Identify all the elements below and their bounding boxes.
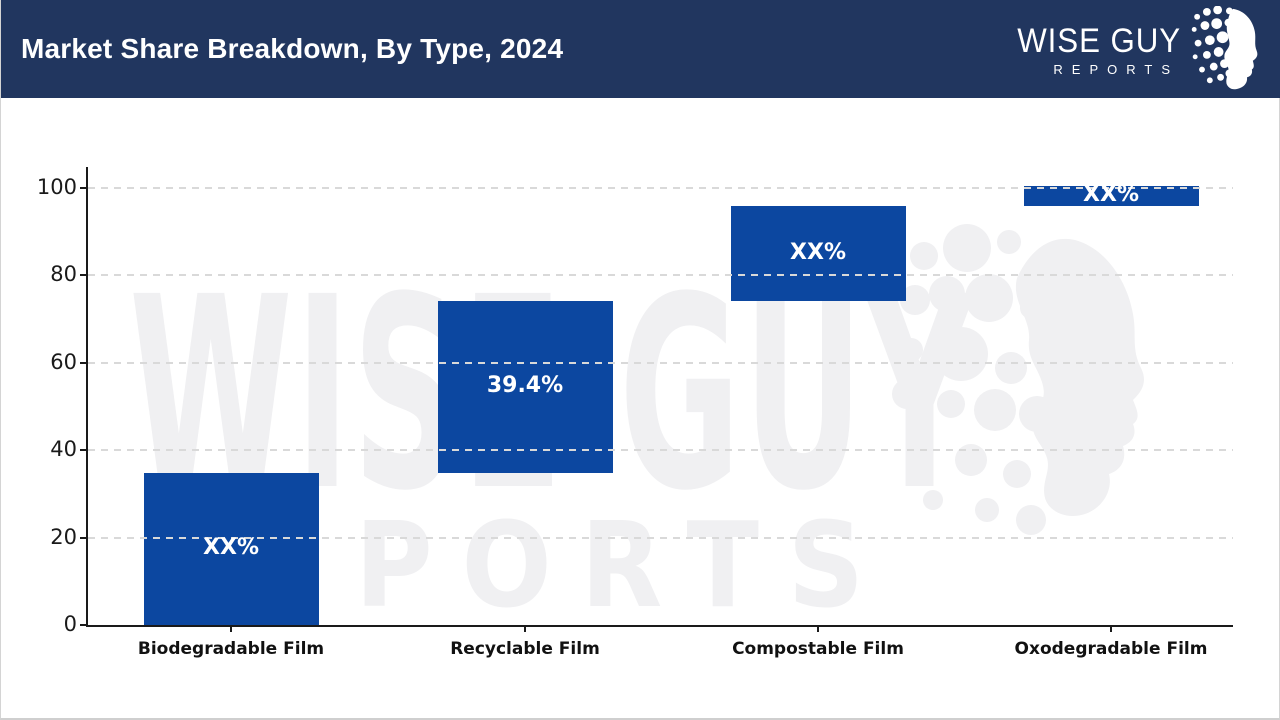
logo-subtitle: REPORTS	[1053, 61, 1179, 77]
header-bar: Market Share Breakdown, By Type, 2024 WI…	[1, 0, 1280, 98]
bar-value-label-0: XX%	[203, 534, 259, 560]
category-label-2: Compostable Film	[732, 639, 904, 659]
x-axis-line	[86, 625, 1233, 627]
bar-value-label-3: XX%	[1083, 182, 1139, 208]
y-tick-label-60: 60	[50, 349, 77, 374]
y-tick-label-20: 20	[50, 524, 77, 549]
y-tick-40	[80, 449, 88, 452]
x-tick-2	[817, 625, 819, 632]
dotted-head-profile-icon	[1191, 6, 1258, 90]
logo-wordmark: WISE GUY	[1017, 21, 1181, 60]
y-tick-label-40: 40	[50, 437, 77, 462]
gridline-20	[88, 536, 1233, 539]
logo-text: WISE GUY REPORTS	[1003, 22, 1181, 77]
y-tick-20	[80, 536, 88, 539]
bar-3	[1023, 185, 1199, 207]
y-tick-100	[80, 187, 88, 189]
gridline-100	[88, 187, 1233, 189]
bar-value-label-2: XX%	[790, 239, 846, 265]
y-tick-60	[80, 361, 88, 364]
y-tick-label-100: 100	[36, 175, 77, 199]
gridline-60	[88, 361, 1233, 364]
chart-title: Market Share Breakdown, By Type, 2024	[21, 33, 564, 64]
category-label-3: Oxodegradable Film	[1014, 639, 1208, 659]
brand-logo: WISE GUY REPORTS	[1003, 6, 1263, 92]
gridline-40	[88, 449, 1233, 452]
bar-value-label-1: 39.4%	[486, 372, 564, 398]
bar-0	[143, 472, 319, 625]
gridline-80	[88, 274, 1233, 277]
y-tick-label-80: 80	[50, 262, 77, 287]
bar-1	[437, 300, 613, 473]
y-tick-80	[80, 274, 88, 277]
category-label-1: Recyclable Film	[450, 639, 600, 659]
y-axis-line	[86, 167, 88, 627]
watermark-head-icon	[892, 224, 1144, 535]
x-tick-3	[1110, 625, 1112, 632]
y-tick-label-0: 0	[63, 612, 77, 636]
bar-2	[730, 206, 906, 301]
y-tick-0	[80, 624, 88, 626]
category-label-0: Biodegradable Film	[137, 639, 325, 659]
x-tick-0	[230, 625, 232, 632]
x-tick-1	[524, 625, 526, 632]
